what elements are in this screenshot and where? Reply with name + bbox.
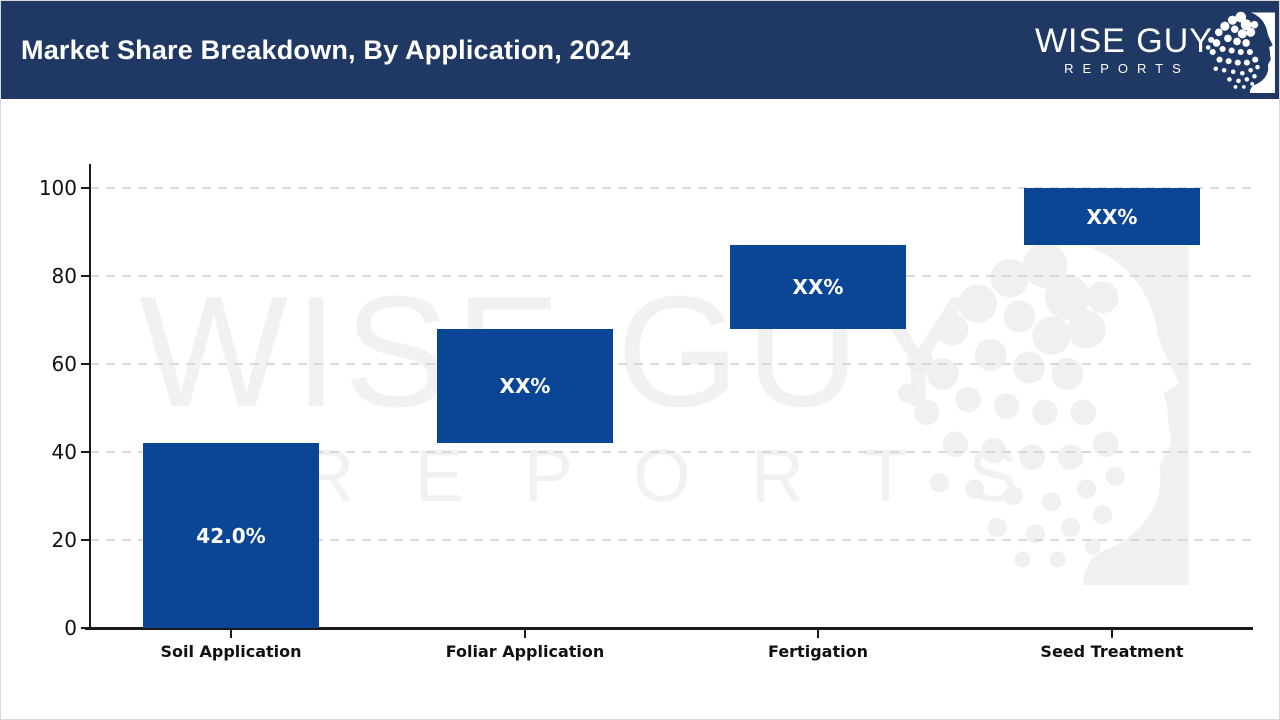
x-category-label: Soil Application	[160, 642, 302, 661]
x-axis-tick	[817, 630, 819, 638]
x-axis-line	[85, 627, 1253, 630]
x-axis-tick	[1111, 630, 1113, 638]
logo-text: WISE GUY REPORTS	[1035, 24, 1213, 76]
y-tick-label: 60	[51, 352, 77, 376]
wise-guy-logo: WISE GUY REPORTS	[1035, 5, 1275, 95]
x-axis-tick	[524, 630, 526, 638]
x-category-label: Foliar Application	[445, 642, 605, 661]
x-category-label: Seed Treatment	[1040, 642, 1184, 661]
bar-value-label: XX%	[499, 373, 551, 398]
bar-foliar-application: XX%	[437, 328, 613, 444]
y-axis-tick	[81, 363, 89, 365]
bar-value-label: 42.0%	[196, 523, 266, 548]
y-axis-tick	[81, 275, 89, 277]
bar-value-label: XX%	[792, 274, 844, 299]
y-tick-label: 100	[38, 176, 77, 200]
y-axis-tick	[81, 187, 89, 189]
gridline	[90, 275, 1256, 277]
gridline	[90, 451, 1256, 453]
y-tick-label: 20	[51, 528, 77, 552]
y-axis-tick	[81, 451, 89, 453]
x-axis-tick	[230, 630, 232, 638]
y-tick-label: 0	[64, 616, 77, 640]
page-title: Market Share Breakdown, By Application, …	[21, 34, 631, 65]
y-axis-line	[89, 164, 91, 630]
gridline	[90, 187, 1256, 189]
gridline	[90, 539, 1256, 541]
x-category-label: Fertigation	[768, 642, 868, 661]
bar-fertigation: XX%	[730, 245, 906, 329]
y-tick-label: 40	[51, 440, 77, 464]
bar-seed-treatment: XX%	[1024, 188, 1200, 246]
y-axis-tick	[81, 539, 89, 541]
y-tick-label: 80	[51, 264, 77, 288]
logo-name: WISE GUY	[1034, 22, 1213, 60]
logo-subtitle: REPORTS	[1064, 61, 1190, 76]
bar-soil-application: 42.0%	[143, 443, 319, 628]
bar-value-label: XX%	[1086, 204, 1138, 229]
gridline	[90, 363, 1256, 365]
header-banner: Market Share Breakdown, By Application, …	[1, 1, 1279, 99]
